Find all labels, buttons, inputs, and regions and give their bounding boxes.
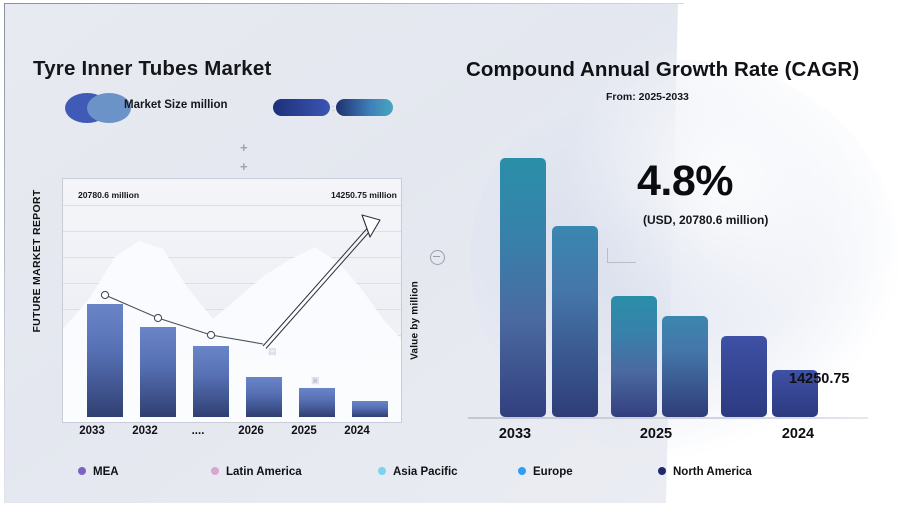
cagr-note: (USD, 20780.6 million): [643, 213, 769, 227]
legend-dot-mea: [78, 466, 86, 475]
x-label-2024: 2024: [344, 425, 370, 437]
x-label-ellipsis: ....: [191, 425, 205, 437]
gridline: [63, 283, 401, 284]
right-cagr-bars: [500, 158, 818, 417]
gridline: [63, 231, 401, 232]
bar-2025-secondary: [662, 316, 708, 417]
market-size-logo-icon: [65, 93, 131, 123]
bar-2024: [352, 401, 388, 417]
background-top-border: [4, 3, 684, 4]
legend-item-mea[interactable]: MEA: [78, 466, 119, 478]
right-x-label-2024: 2024: [781, 426, 815, 442]
note-icon: ▤: [268, 346, 277, 356]
corner-bracket-icon: [607, 248, 636, 263]
left-chart-y-axis-label: FUTURE MARKET REPORT: [31, 189, 43, 333]
legend-dot-europe: [518, 466, 526, 475]
bar-ellipsis: [193, 346, 229, 417]
cagr-value: 4.8%: [637, 157, 734, 205]
minus-circle-icon: [430, 250, 445, 265]
bar-2025-primary: [611, 296, 657, 417]
plus-icon-bottom: +: [240, 159, 248, 174]
market-size-label: Market Size million: [124, 99, 228, 111]
left-chart-right-axis-label: Value by million: [409, 281, 421, 360]
legend-label-north-america: North America: [673, 466, 752, 478]
legend-label-mea: MEA: [93, 466, 119, 478]
left-chart-plot-area: ▤ ▣: [62, 178, 402, 423]
line-marker: [153, 313, 163, 323]
legend-label-asia-pacific: Asia Pacific: [393, 466, 458, 478]
gridline: [63, 205, 401, 206]
plus-icon-top: +: [240, 140, 248, 155]
left-chart-trendline: [100, 214, 381, 349]
legend-pill-secondary: [336, 99, 393, 117]
legend-label-latin-america: Latin America: [226, 466, 302, 478]
right-chart-baseline: [468, 417, 868, 419]
right-panel-title: Compound Annual Growth Rate (CAGR): [466, 58, 860, 81]
left-panel-title: Tyre Inner Tubes Market: [33, 57, 272, 80]
x-label-2026: 2026: [238, 425, 264, 437]
pill-separator: :: [331, 102, 335, 113]
legend-pill-primary: [273, 99, 330, 117]
background-left-border: [4, 3, 5, 503]
line-marker: [206, 330, 216, 340]
x-label-2032: 2032: [132, 425, 158, 437]
bar-2033: [87, 304, 123, 417]
growth-arrow-icon: [262, 214, 381, 349]
x-label-2025: 2025: [291, 425, 317, 437]
right-x-label-2025: 2025: [639, 426, 673, 442]
left-chart-bars: [87, 304, 388, 417]
x-label-2033: 2033: [79, 425, 105, 437]
line-marker: [100, 290, 110, 300]
bar-2033-secondary: [552, 226, 598, 417]
legend-item-asia-pacific[interactable]: Asia Pacific: [378, 466, 458, 478]
legend-dot-latin-america: [211, 466, 219, 475]
legend-pill-group: :: [273, 99, 393, 117]
tag-icon: ▣: [311, 375, 320, 385]
legend-dot-north-america: [658, 466, 666, 475]
background-highlight: [560, 30, 890, 330]
bar-2033-primary: [500, 158, 546, 417]
legend-item-latin-america[interactable]: Latin America: [211, 466, 302, 478]
legend-item-north-america[interactable]: North America: [658, 466, 752, 478]
bar-2025: [299, 388, 335, 417]
legend-label-europe: Europe: [533, 466, 573, 478]
chart-legend: MEA Latin America Asia Pacific Europe No…: [78, 466, 818, 486]
bar-2026: [246, 377, 282, 417]
gridline: [63, 257, 401, 258]
legend-item-europe[interactable]: Europe: [518, 466, 573, 478]
left-chart-start-value: 20780.6 million: [78, 190, 140, 200]
left-chart-end-value: 14250.75 million: [331, 190, 397, 200]
bar-2032: [140, 327, 176, 417]
bar-2024-secondary: [772, 370, 818, 417]
legend-dot-asia-pacific: [378, 466, 386, 475]
right-chart-value-label: 14250.75: [789, 371, 850, 387]
right-x-label-2033: 2033: [498, 426, 532, 442]
logo-circle-light: [87, 93, 131, 123]
right-panel-subtitle: From: 2025-2033: [606, 91, 689, 103]
bar-2024-primary: [721, 336, 767, 417]
